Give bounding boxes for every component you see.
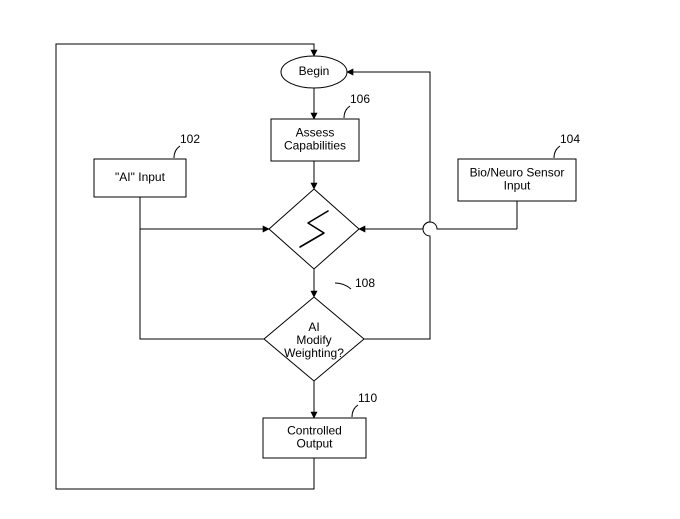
node-assess: AssessCapabilities106	[271, 92, 370, 161]
node-begin-label: Begin	[299, 64, 330, 78]
node-modDiamond: AIModifyWeighting?108	[264, 276, 375, 381]
ref-104: 104	[560, 132, 580, 146]
edge-mod-left-back	[140, 229, 264, 339]
ref-102: 102	[180, 132, 200, 146]
node-bioInput: Bio/Neuro SensorInput104	[458, 132, 580, 201]
node-sumDiamond	[269, 189, 359, 269]
edge-bio-jump	[359, 222, 517, 229]
node-aiInput: "AI" Input 102	[94, 132, 200, 197]
ref-leader-108	[335, 283, 351, 289]
ref-leader-104	[554, 146, 560, 158]
node-aiInput-label: "AI" Input	[115, 170, 166, 184]
node-output: ControlledOutput110	[263, 391, 377, 458]
ref-106: 106	[350, 92, 370, 106]
ref-leader-106	[344, 106, 350, 118]
ref-110: 110	[358, 391, 377, 405]
ref-leader-110	[352, 405, 358, 417]
ref-leader-102	[174, 146, 180, 158]
ref-108: 108	[355, 276, 375, 290]
edge-mod-right-jump	[347, 72, 430, 339]
